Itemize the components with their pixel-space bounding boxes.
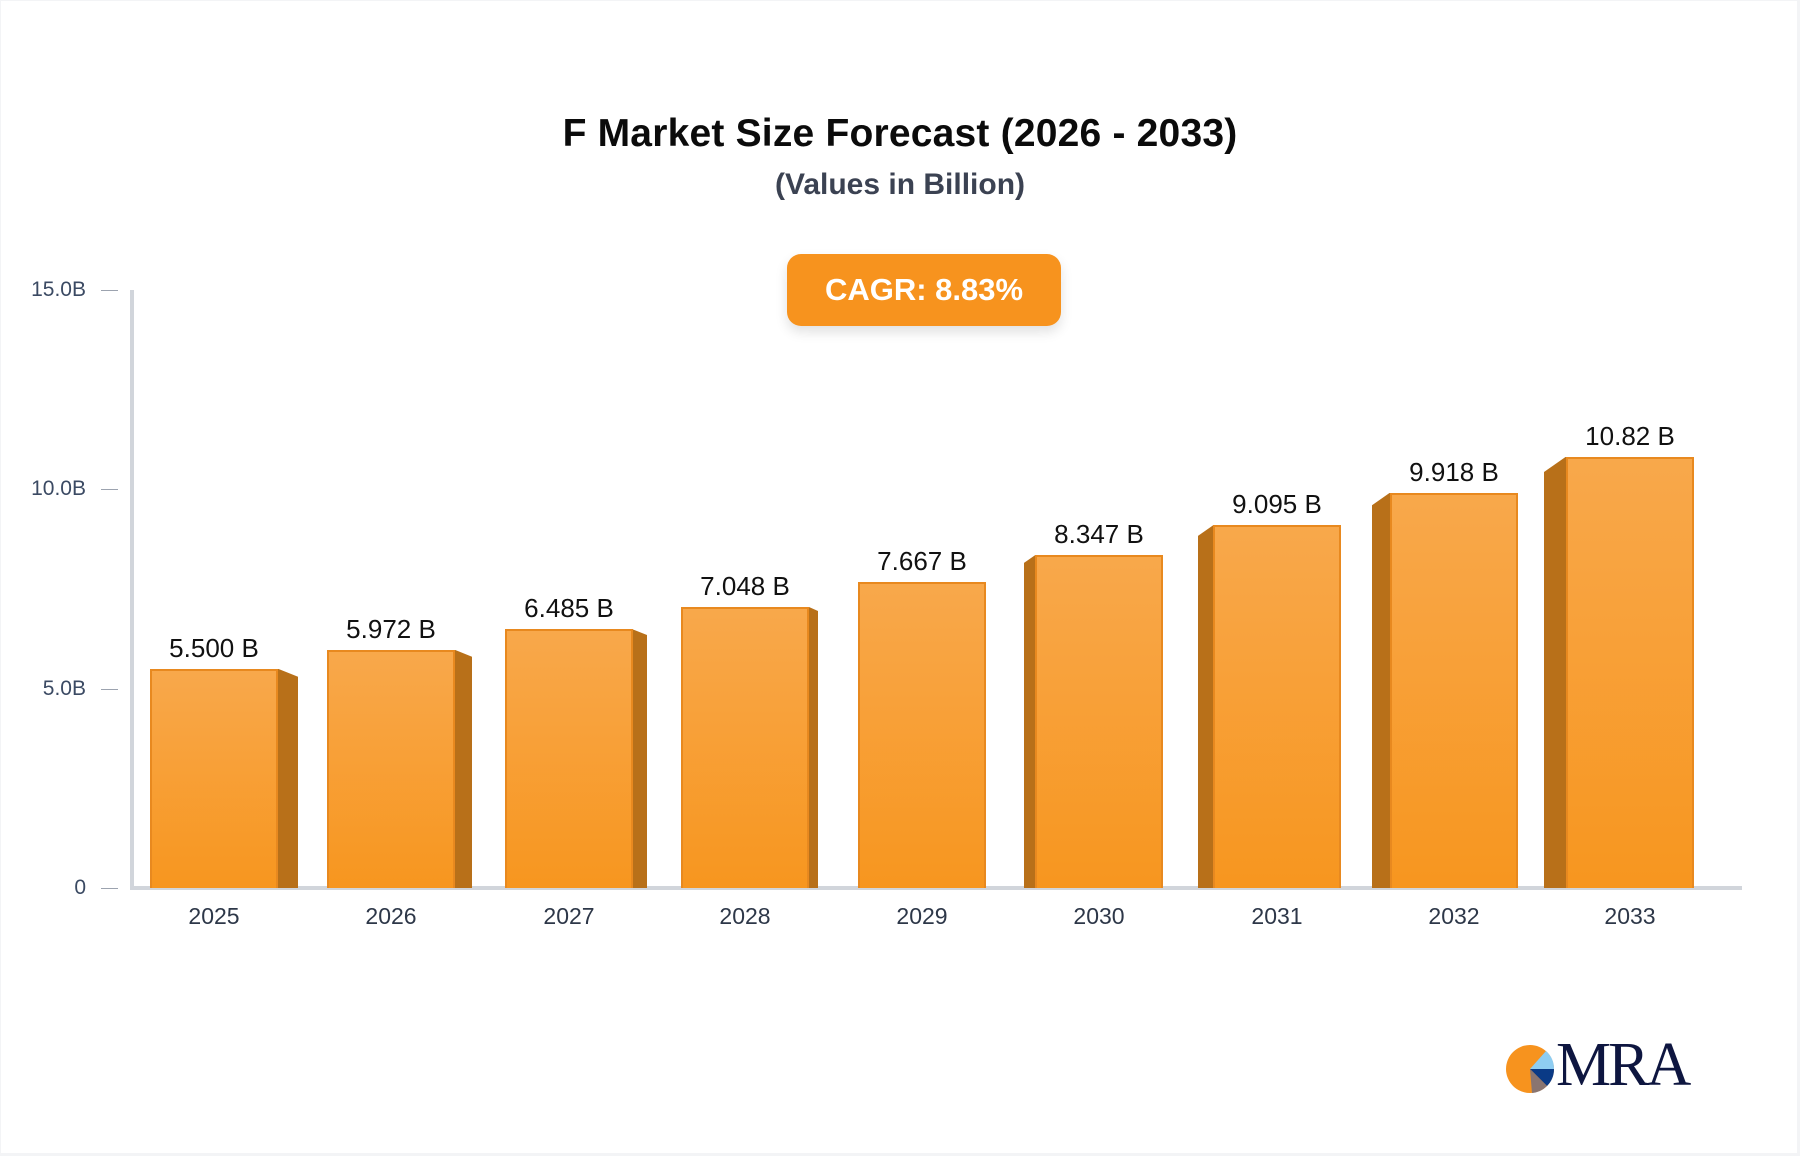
bar-front-face [505, 629, 633, 888]
y-axis-line [130, 290, 134, 890]
bar-side-face [1544, 456, 1566, 888]
bar-value-label: 9.095 B [1232, 489, 1322, 520]
x-tick-label: 2031 [1251, 903, 1303, 929]
bar-side-face [278, 668, 298, 888]
y-tick-label: 10.0B [31, 477, 86, 501]
chart-subtitle: (Values in Billion) [774, 168, 1026, 201]
y-tick-mark [101, 888, 118, 889]
bar-2025 [150, 668, 298, 888]
cagr-badge: CAGR: 8.83% [787, 254, 1061, 326]
bar-value-label: 10.82 B [1585, 420, 1675, 451]
bar-value-label: 5.500 B [169, 632, 259, 663]
bar-2030 [1024, 555, 1163, 888]
bar-front-face [858, 582, 986, 888]
bar-value-label: 9.918 B [1409, 456, 1499, 487]
y-tick-mark [101, 290, 118, 291]
bar-front-face [150, 668, 278, 888]
x-tick-label: 2032 [1428, 903, 1480, 929]
bar-value-label: 7.048 B [700, 571, 790, 602]
bar-2028 [681, 607, 818, 888]
bar-side-face [633, 629, 647, 888]
pie-logo-icon [1506, 1045, 1555, 1093]
bar-front-face [327, 649, 455, 888]
x-tick-label: 2033 [1604, 903, 1656, 929]
bar-front-face [1035, 555, 1163, 888]
bar-value-label: 8.347 B [1054, 519, 1144, 550]
x-axis-line [130, 886, 1742, 890]
y-tick-mark [101, 688, 118, 690]
x-tick-label: 2026 [365, 903, 417, 929]
bar-side-face [1024, 555, 1035, 888]
bar-value-label: 5.972 B [346, 613, 436, 644]
bar-2031 [1198, 525, 1341, 888]
x-tick-label: 2027 [543, 903, 595, 929]
x-tick-label: 2029 [896, 903, 948, 929]
logo-text: MRA [1556, 1031, 1691, 1099]
bar-side-face [1372, 492, 1390, 888]
bar-value-label: 7.667 B [877, 546, 967, 577]
bar-2033 [1544, 456, 1694, 888]
y-tick-label: 5.0B [42, 676, 86, 700]
bar-2026 [327, 649, 472, 888]
bar-2029 [858, 582, 986, 888]
bar-side-face [1198, 525, 1213, 888]
bar-side-face [455, 649, 472, 888]
bar-side-face [809, 607, 818, 888]
y-tick-label: 0 [74, 876, 86, 899]
bar-2027 [505, 629, 647, 888]
chart-title: F Market Size Forecast (2026 - 2033) [562, 112, 1238, 155]
x-tick-label: 2030 [1073, 903, 1125, 929]
x-tick-label: 2028 [719, 903, 771, 929]
bar-front-face [1390, 492, 1518, 888]
bar-front-face [1566, 456, 1694, 888]
x-tick-label: 2025 [188, 903, 240, 929]
bar-value-label: 6.485 B [524, 593, 614, 624]
y-tick-mark [101, 489, 118, 491]
bar-2032 [1372, 492, 1518, 888]
y-tick-label: 15.0B [31, 278, 86, 301]
bar-front-face [1213, 525, 1341, 888]
mra-logo: MRA [1504, 1034, 1704, 1096]
bar-front-face [681, 607, 809, 888]
